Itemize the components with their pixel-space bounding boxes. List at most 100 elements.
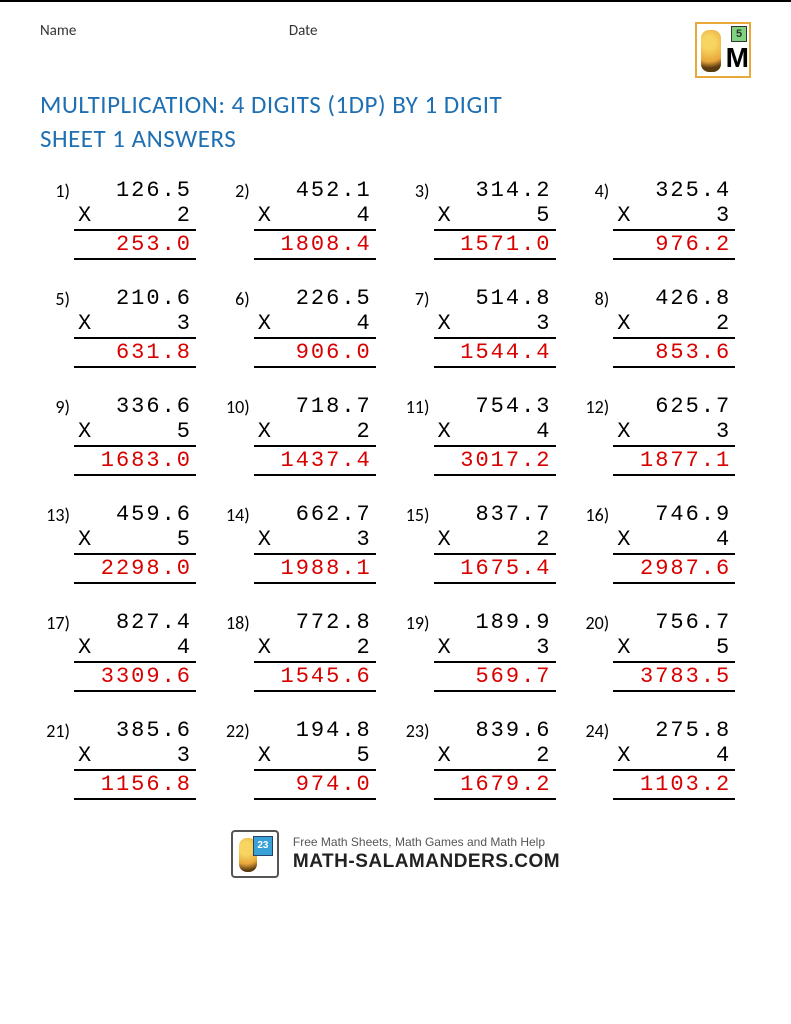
multiplier-row: X3 [74,311,196,339]
problem-stack: 426.8X2853.6 [613,286,735,368]
problem-stack: 772.8X21545.6 [254,610,376,692]
multiplicand: 385.6 [74,718,196,743]
problem-stack: 226.5X4906.0 [254,286,376,368]
problem-number: 15) [400,502,434,526]
problem: 10)718.7X21437.4 [220,394,392,476]
multiplier: 3 [716,419,731,444]
multiplier: 3 [716,203,731,228]
multiplier: 2 [536,743,551,768]
header-row: Name Date M 5 [40,22,751,78]
operator: X [258,203,273,228]
multiplier: 5 [716,635,731,660]
multiplier: 4 [357,203,372,228]
problem-stack: 452.1X41808.4 [254,178,376,260]
operator: X [258,311,273,336]
operator: X [258,527,273,552]
multiplier: 4 [716,743,731,768]
problem: 15)837.7X21675.4 [400,502,572,584]
problem-number: 18) [220,610,254,634]
multiplier-row: X3 [613,419,735,447]
problem-stack: 514.8X31544.4 [434,286,556,368]
multiplier: 3 [177,743,192,768]
operator: X [78,311,93,336]
multiplicand: 754.3 [434,394,556,419]
problem: 13)459.6X52298.0 [40,502,212,584]
multiplier: 2 [536,527,551,552]
multiplier-row: X3 [613,203,735,231]
problem-stack: 325.4X3976.2 [613,178,735,260]
multiplicand: 452.1 [254,178,376,203]
operator: X [617,311,632,336]
operator: X [78,635,93,660]
problem: 16)746.9X42987.6 [579,502,751,584]
operator: X [617,203,632,228]
problem-number: 5) [40,286,74,310]
answer: 1679.2 [434,771,556,800]
problem: 5)210.6X3631.8 [40,286,212,368]
problem: 21)385.6X31156.8 [40,718,212,800]
problem-stack: 625.7X31877.1 [613,394,735,476]
problem: 18)772.8X21545.6 [220,610,392,692]
problem-stack: 189.9X3569.7 [434,610,556,692]
multiplier: 5 [177,527,192,552]
problem-stack: 126.5X2253.0 [74,178,196,260]
multiplicand: 839.6 [434,718,556,743]
answer: 631.8 [74,339,196,368]
header-labels: Name Date [40,22,695,40]
answer: 1988.1 [254,555,376,584]
problem: 22)194.8X5974.0 [220,718,392,800]
multiplier-row: X5 [613,635,735,663]
grade-badge: M 5 [695,22,751,78]
answer: 1545.6 [254,663,376,692]
operator: X [438,743,453,768]
multiplier-row: X2 [434,743,556,771]
answer: 853.6 [613,339,735,368]
name-label: Name [40,22,289,40]
multiplier: 4 [716,527,731,552]
problem: 1)126.5X2253.0 [40,178,212,260]
multiplier-row: X5 [74,527,196,555]
problem-stack: 210.6X3631.8 [74,286,196,368]
multiplier: 3 [357,527,372,552]
answer: 1437.4 [254,447,376,476]
answer: 976.2 [613,231,735,260]
multiplier: 2 [357,419,372,444]
problem-stack: 756.7X53783.5 [613,610,735,692]
multiplicand: 746.9 [613,502,735,527]
multiplicand: 226.5 [254,286,376,311]
multiplier-row: X4 [74,635,196,663]
worksheet-title: MULTIPLICATION: 4 DIGITS (1DP) BY 1 DIGI… [40,88,751,156]
problem: 23)839.6X21679.2 [400,718,572,800]
operator: X [258,743,273,768]
problem-stack: 746.9X42987.6 [613,502,735,584]
problem-number: 11) [400,394,434,418]
problem: 6)226.5X4906.0 [220,286,392,368]
multiplier-row: X4 [254,203,376,231]
title-line-1: MULTIPLICATION: 4 DIGITS (1DP) BY 1 DIGI… [40,88,751,122]
multiplier: 3 [177,311,192,336]
multiplier: 5 [536,203,551,228]
problem: 7)514.8X31544.4 [400,286,572,368]
multiplicand: 718.7 [254,394,376,419]
multiplicand: 756.7 [613,610,735,635]
problem-number: 2) [220,178,254,202]
multiplier: 2 [716,311,731,336]
multiplicand: 772.8 [254,610,376,635]
multiplier: 2 [357,635,372,660]
answer: 1683.0 [74,447,196,476]
problem-number: 10) [220,394,254,418]
multiplicand: 837.7 [434,502,556,527]
problem-stack: 837.7X21675.4 [434,502,556,584]
multiplicand: 662.7 [254,502,376,527]
logo-letter: M [726,42,747,74]
problem-stack: 754.3X43017.2 [434,394,556,476]
problem: 24)275.8X41103.2 [579,718,751,800]
operator: X [78,527,93,552]
multiplier: 3 [536,635,551,660]
problem-stack: 839.6X21679.2 [434,718,556,800]
multiplicand: 126.5 [74,178,196,203]
answer: 1156.8 [74,771,196,800]
multiplier-row: X5 [434,203,556,231]
multiplicand: 625.7 [613,394,735,419]
problem-number: 16) [579,502,613,526]
